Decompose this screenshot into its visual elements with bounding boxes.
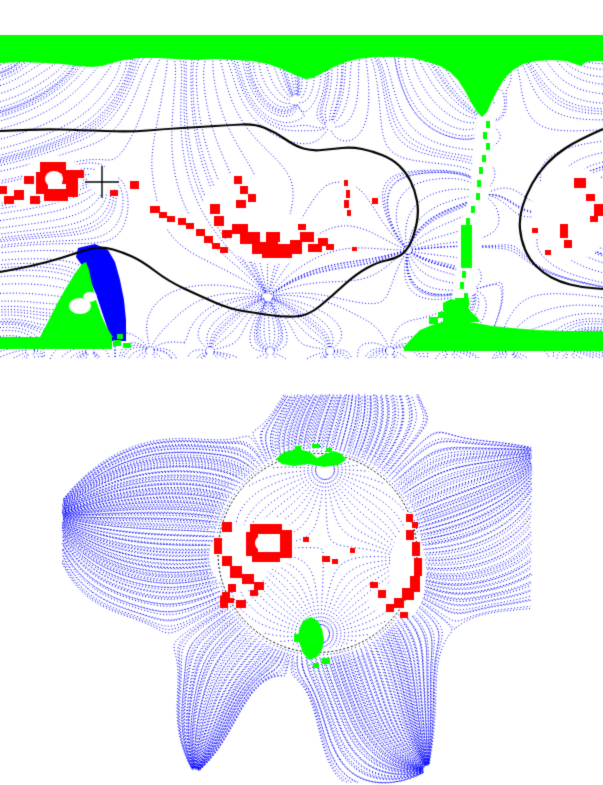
- field-line-plots-canvas: [0, 0, 603, 785]
- figure-page: [0, 0, 603, 785]
